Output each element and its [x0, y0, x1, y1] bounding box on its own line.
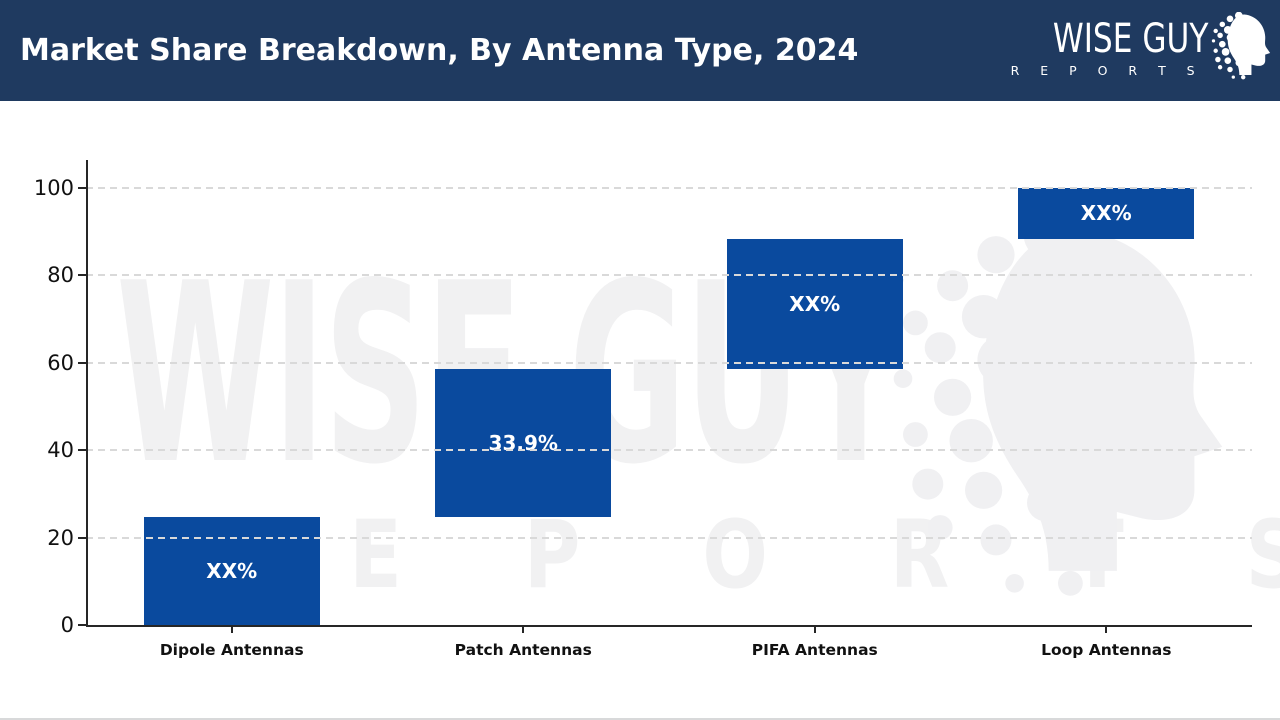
chart-area: WISE GUY R E P O R T S 0 20 40 60 80 100 XX% Di… [0, 101, 1280, 720]
bar-patch-antennas: 33.9% [435, 368, 612, 517]
x-tick-1 [522, 625, 525, 633]
bar-dipole-antennas: XX% [143, 516, 320, 625]
x-label-pifa-antennas: PIFA Antennas [751, 641, 878, 659]
plot: 0 20 40 60 80 100 XX% Dipole Antennas 33.9% Patch… [0, 101, 1280, 720]
y-tick-100 [78, 186, 86, 189]
bottom-border [0, 718, 1280, 720]
wise-guy-head-icon [1211, 12, 1271, 80]
y-tick-label-60: 60 [47, 350, 74, 375]
watermark-head-icon [893, 217, 1223, 596]
logo-subtitle: R E P O R T S [1010, 62, 1204, 78]
bar-value-label-loop-antennas: XX% [1080, 201, 1132, 226]
y-tick-label-0: 0 [60, 613, 74, 637]
y-axis-line [86, 160, 88, 627]
gridline-60 [86, 361, 1252, 364]
logo-text: WISE GUY R E P O R T S [1009, 19, 1208, 78]
x-label-dipole-antennas: Dipole Antennas [159, 641, 304, 659]
bar-pifa-antennas: XX% [726, 239, 903, 369]
gridline-100 [86, 186, 1252, 189]
bar-value-label-patch-antennas: 33.9% [488, 430, 558, 455]
wise-guy-logo: WISE GUY R E P O R T S [1009, 12, 1274, 84]
x-label-loop-antennas: Loop Antennas [1041, 641, 1172, 659]
x-tick-2 [813, 625, 816, 633]
bar-loop-antennas: XX% [1018, 187, 1195, 240]
y-tick-20 [78, 536, 86, 539]
x-label-patch-antennas: Patch Antennas [454, 641, 592, 659]
y-tick-label-100: 100 [33, 175, 74, 200]
x-tick-0 [230, 625, 233, 633]
y-tick-label-80: 80 [47, 263, 74, 287]
x-axis-line [86, 625, 1252, 627]
bar-value-label-pifa-antennas: XX% [789, 291, 841, 316]
y-tick-label-20: 20 [47, 525, 74, 550]
header-banner: Market Share Breakdown, By Antenna Type,… [0, 0, 1280, 101]
bar-value-label-dipole-antennas: XX% [206, 558, 258, 583]
gridline-40 [86, 449, 1252, 451]
x-tick-3 [1105, 625, 1108, 633]
gridline-80 [86, 274, 1252, 276]
y-tick-0 [78, 624, 86, 626]
y-tick-80 [78, 274, 86, 276]
gridline-20 [86, 536, 1252, 539]
y-tick-40 [78, 449, 86, 451]
page-title: Market Share Breakdown, By Antenna Type,… [20, 33, 859, 68]
logo-wordmark: WISE GUY [1052, 15, 1208, 62]
y-tick-label-40: 40 [47, 438, 74, 462]
y-tick-60 [78, 361, 86, 364]
